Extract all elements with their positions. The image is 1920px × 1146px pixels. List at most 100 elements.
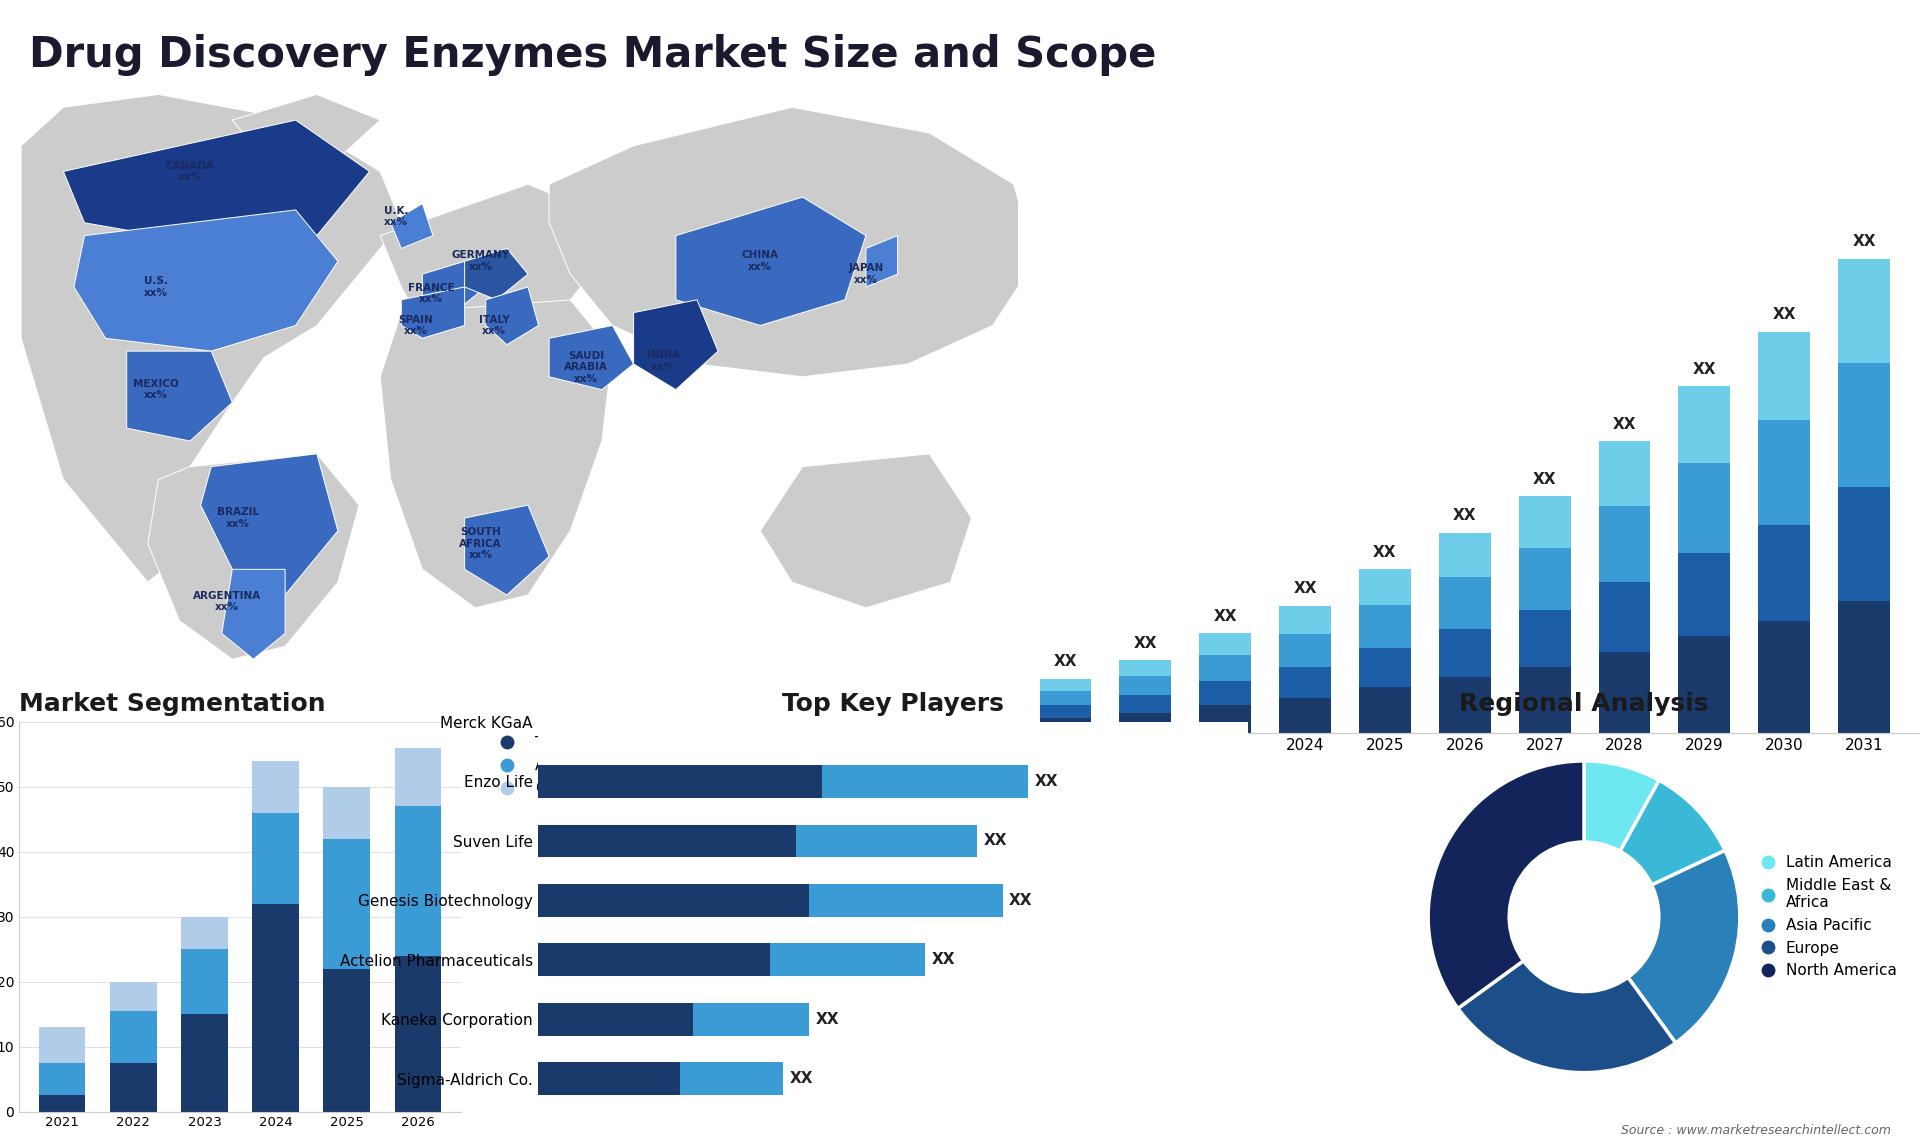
Bar	[1359, 688, 1411, 733]
Bar	[1678, 636, 1730, 733]
Bar	[180, 949, 228, 1014]
Bar	[394, 748, 442, 807]
Bar	[1200, 633, 1252, 656]
Bar	[1519, 548, 1571, 610]
Bar	[1200, 681, 1252, 705]
Text: ARGENTINA
xx%: ARGENTINA xx%	[192, 590, 261, 612]
Bar	[1359, 570, 1411, 605]
Text: XX: XX	[1010, 893, 1033, 908]
Text: XX: XX	[931, 952, 954, 967]
Text: BRAZIL
xx%: BRAZIL xx%	[217, 508, 259, 528]
Bar	[538, 766, 822, 798]
Polygon shape	[866, 236, 899, 286]
Bar	[1519, 496, 1571, 548]
Bar	[1759, 421, 1811, 525]
Text: SPAIN
xx%: SPAIN xx%	[399, 315, 434, 336]
Bar	[180, 917, 228, 949]
Polygon shape	[422, 261, 486, 313]
Text: XX: XX	[789, 1072, 812, 1086]
Polygon shape	[148, 454, 359, 659]
Wedge shape	[1628, 850, 1740, 1043]
Text: XX: XX	[1453, 508, 1476, 523]
Text: XX: XX	[1613, 417, 1636, 432]
Title: Top Key Players: Top Key Players	[781, 692, 1004, 716]
Bar	[1279, 667, 1331, 698]
Text: U.K.
xx%: U.K. xx%	[384, 205, 409, 227]
Bar	[180, 1014, 228, 1112]
Bar	[1837, 363, 1889, 487]
Bar	[1599, 652, 1651, 733]
Polygon shape	[380, 185, 612, 325]
Polygon shape	[392, 204, 432, 249]
Bar	[538, 825, 797, 857]
Bar	[1438, 629, 1490, 677]
Text: XX: XX	[1294, 581, 1317, 596]
Bar	[1438, 533, 1490, 576]
Bar	[38, 1027, 86, 1063]
Text: U.S.
xx%: U.S. xx%	[144, 276, 169, 298]
Bar	[680, 1062, 783, 1096]
Bar	[1039, 705, 1091, 719]
Bar	[1759, 525, 1811, 621]
Bar	[1119, 713, 1171, 733]
Bar	[1678, 554, 1730, 636]
Bar	[1279, 605, 1331, 634]
Wedge shape	[1457, 960, 1676, 1073]
Bar	[394, 956, 442, 1112]
Polygon shape	[760, 454, 972, 607]
Text: INDIA
xx%: INDIA xx%	[647, 350, 680, 371]
Polygon shape	[232, 94, 380, 158]
Bar	[538, 1003, 693, 1036]
Text: JAPAN
xx%: JAPAN xx%	[849, 264, 883, 285]
Polygon shape	[21, 94, 401, 582]
Bar	[1519, 667, 1571, 733]
Bar	[38, 1063, 86, 1096]
Bar	[1279, 698, 1331, 733]
Bar	[1119, 696, 1171, 713]
Polygon shape	[486, 286, 538, 345]
Bar	[109, 982, 157, 1011]
Bar	[1119, 660, 1171, 676]
Text: XX: XX	[1532, 471, 1557, 487]
Bar	[252, 904, 300, 1112]
Bar	[323, 968, 371, 1112]
Text: XX: XX	[1772, 307, 1795, 322]
Text: Market Segmentation: Market Segmentation	[19, 692, 326, 716]
Polygon shape	[401, 286, 465, 338]
Bar	[1599, 441, 1651, 505]
Polygon shape	[549, 325, 634, 390]
Polygon shape	[380, 300, 612, 607]
Bar	[770, 943, 925, 976]
Text: Drug Discovery Enzymes Market Size and Scope: Drug Discovery Enzymes Market Size and S…	[29, 34, 1156, 77]
Text: XX: XX	[1853, 234, 1876, 249]
Bar	[1039, 719, 1091, 733]
Polygon shape	[676, 197, 866, 325]
Bar	[1678, 386, 1730, 463]
Bar	[1837, 259, 1889, 363]
Bar	[1200, 656, 1252, 681]
Polygon shape	[465, 505, 549, 595]
Bar	[1119, 676, 1171, 696]
Bar	[1759, 331, 1811, 421]
Bar	[394, 807, 442, 956]
Bar	[109, 1063, 157, 1112]
Bar	[808, 884, 1002, 917]
Bar	[1678, 463, 1730, 554]
Bar	[252, 761, 300, 813]
Bar	[538, 884, 808, 917]
Wedge shape	[1428, 761, 1584, 1008]
Text: XX: XX	[1693, 362, 1716, 377]
Text: XX: XX	[1213, 609, 1236, 623]
Bar	[1359, 605, 1411, 647]
Bar	[1759, 621, 1811, 733]
Bar	[38, 1096, 86, 1112]
Polygon shape	[221, 570, 284, 659]
Polygon shape	[127, 351, 232, 441]
Bar	[797, 825, 977, 857]
Legend: Latin America, Middle East &
Africa, Asia Pacific, Europe, North America: Latin America, Middle East & Africa, Asi…	[1755, 849, 1903, 984]
Bar	[1359, 647, 1411, 688]
Bar	[1519, 610, 1571, 667]
Text: Source : www.marketresearchintellect.com: Source : www.marketresearchintellect.com	[1620, 1124, 1891, 1137]
Text: SAUDI
ARABIA
xx%: SAUDI ARABIA xx%	[564, 351, 609, 384]
Text: XX: XX	[1373, 544, 1396, 559]
